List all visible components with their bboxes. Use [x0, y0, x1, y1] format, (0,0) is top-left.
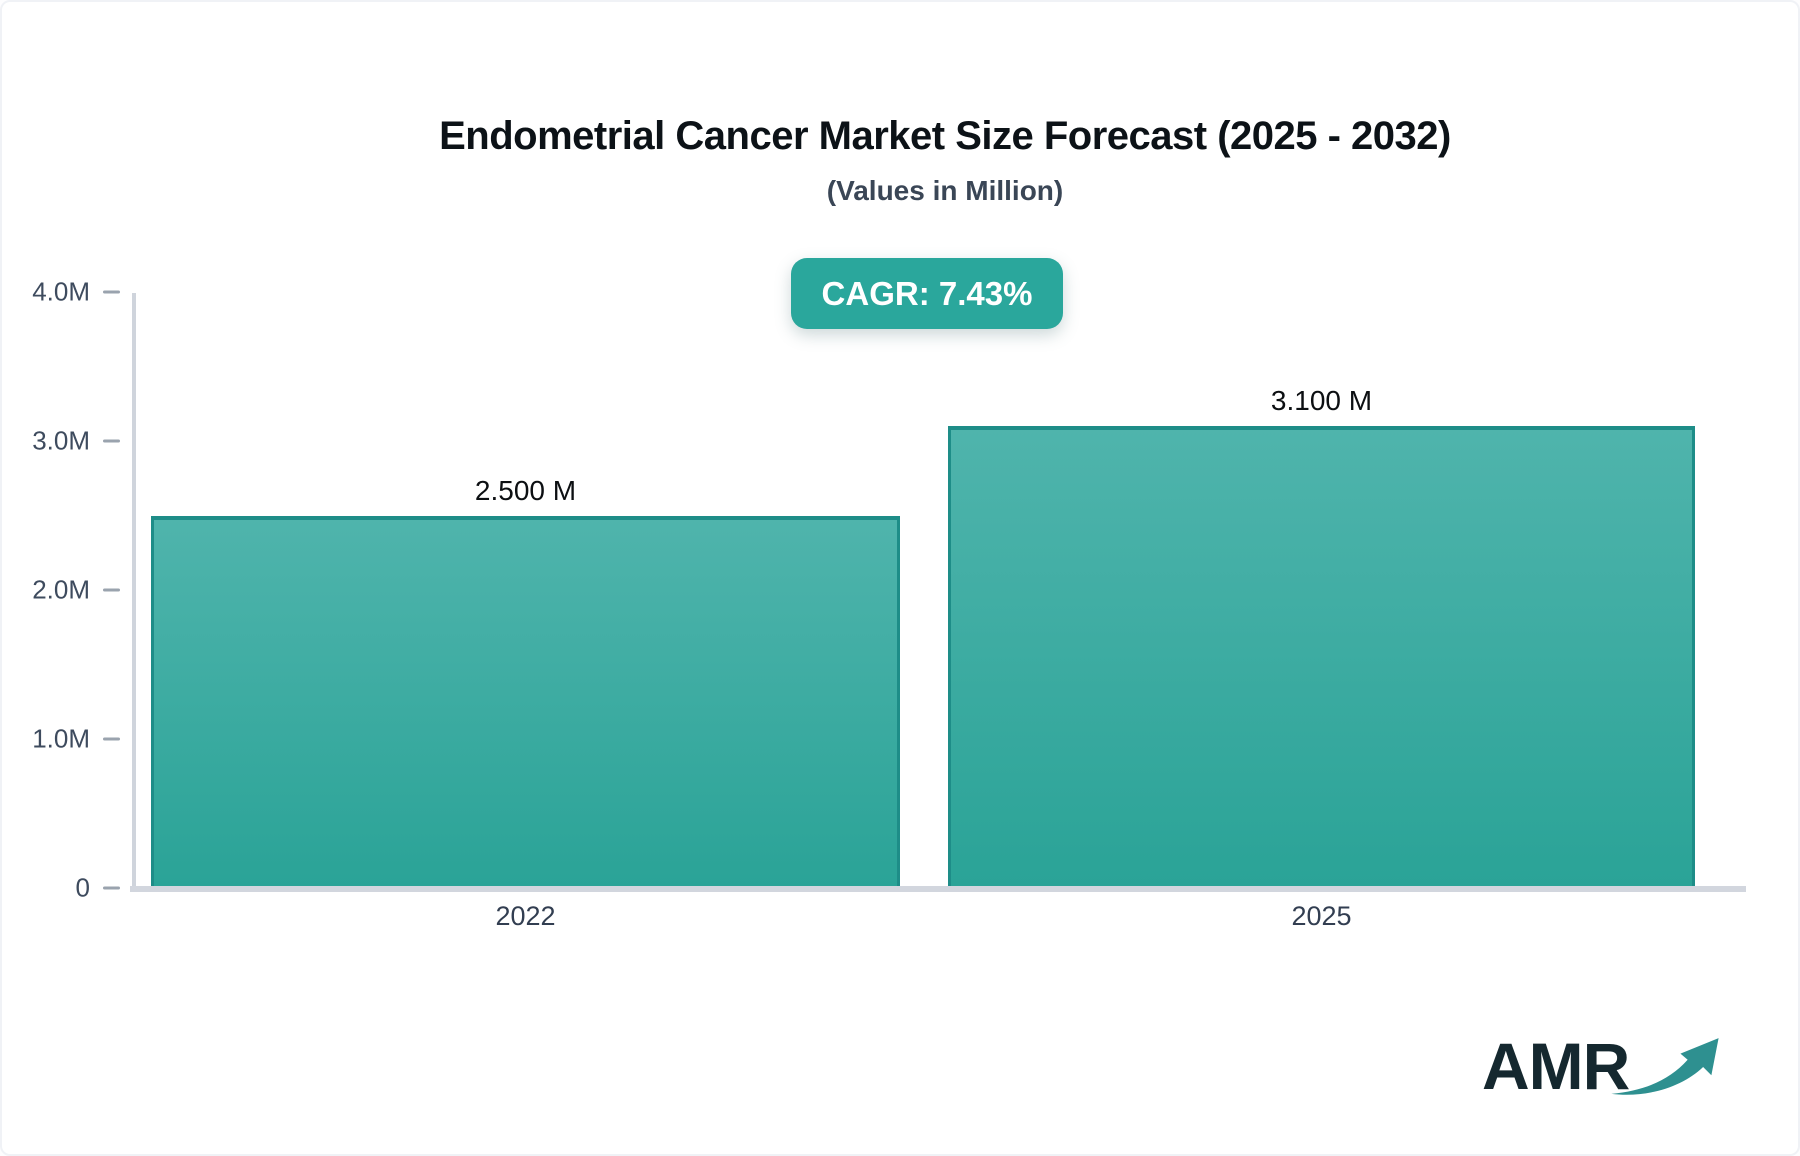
bar-2025 [948, 426, 1695, 888]
y-tick-label: 1.0M [32, 723, 90, 754]
y-tick-dash [103, 290, 120, 294]
y-tick-dash [103, 588, 120, 592]
bar-2022 [151, 515, 900, 888]
chart-title: Endometrial Cancer Market Size Forecast … [439, 114, 1451, 158]
y-tick: 1.0M [32, 724, 120, 755]
amr-logo-text: AMR [1482, 1029, 1630, 1103]
y-tick-label: 3.0M [32, 425, 90, 456]
y-tick-dash [103, 439, 120, 443]
y-tick-dash [103, 737, 120, 741]
y-tick: 0 [76, 873, 120, 904]
y-axis-line [132, 293, 136, 888]
bar-group-2025: 3.100 M 2025 [948, 292, 1695, 931]
x-axis-line [130, 886, 1746, 892]
y-axis: 4.0M 3.0M 2.0M 1.0M 0 [22, 277, 120, 903]
bar-value-label: 3.100 M [1270, 385, 1373, 417]
plot-area: 2.500 M 2022 3.100 M 2025 [132, 292, 1745, 931]
y-tick: 3.0M [32, 426, 120, 457]
cagr-badge: CAGR: 7.43% [791, 258, 1063, 329]
chart-subtitle: (Values in Million) [826, 175, 1064, 206]
chart-header: Endometrial Cancer Market Size Forecast … [45, 114, 1798, 207]
y-tick-label: 2.0M [32, 574, 90, 605]
growth-arrow-icon [1611, 1038, 1719, 1095]
amr-logo: AMR [1482, 1024, 1719, 1104]
y-tick: 2.0M [32, 575, 120, 606]
y-tick-label: 4.0M [32, 276, 90, 307]
y-tick-dash [103, 886, 120, 890]
bar-group-2022: 2.500 M 2022 [151, 292, 900, 931]
y-tick-label: 0 [75, 872, 90, 903]
y-tick: 4.0M [32, 277, 120, 308]
x-category-label: 2022 [495, 901, 556, 931]
x-category-label: 2025 [1291, 901, 1352, 931]
bar-value-label: 2.500 M [474, 474, 577, 506]
